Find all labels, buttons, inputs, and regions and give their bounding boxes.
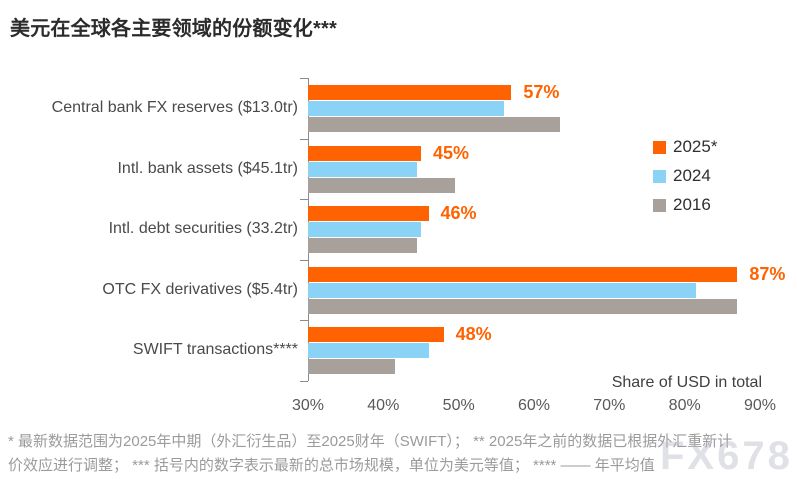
x-tick-label: 70% <box>593 397 626 414</box>
bar-2024 <box>308 101 504 116</box>
x-tick-label: 80% <box>668 397 701 414</box>
y-axis-tick <box>300 78 308 79</box>
bar-2024 <box>308 161 418 177</box>
bar-2025 <box>308 206 429 221</box>
legend-item-2025: 2025* <box>653 137 718 156</box>
legend-item-2016: 2016 <box>653 195 711 214</box>
x-tick-label: 30% <box>291 397 325 414</box>
bar-2025 <box>308 85 512 100</box>
category-label: SWIFT transactions**** <box>132 341 298 358</box>
value-label: 57% <box>523 82 560 102</box>
x-tick-label: 90% <box>743 397 777 414</box>
legend-swatch-icon <box>653 198 666 212</box>
y-axis-tick <box>300 138 308 140</box>
legend-label: 2024 <box>673 166 711 185</box>
bar-2016 <box>308 298 738 314</box>
legend-item-2024: 2024 <box>653 166 711 185</box>
value-label: 87% <box>749 263 786 284</box>
legend-swatch-icon <box>653 169 666 183</box>
bar-2025 <box>308 145 421 161</box>
bar-2024 <box>308 343 429 358</box>
bar-2016 <box>308 177 455 193</box>
category-label: Intl. bank assets ($45.1tr) <box>117 159 298 177</box>
legend-swatch-icon <box>653 140 666 154</box>
category-label: Intl. debt securities (33.2tr) <box>108 220 298 237</box>
x-axis-label: Share of USD in total <box>611 374 762 391</box>
y-axis-tick <box>300 259 308 261</box>
x-tick-label: 50% <box>442 397 475 414</box>
legend-label: 2025* <box>673 137 718 156</box>
legend-label: 2016 <box>673 195 711 214</box>
value-label: 48% <box>455 324 492 344</box>
bar-2016 <box>308 117 561 132</box>
y-axis-tick <box>300 380 308 382</box>
footnote-line-2: 价效应进行调整； *** 括号内的数字表示最新的总市场规模，单位为美元等值； *… <box>8 457 655 474</box>
y-axis-tick <box>300 320 308 321</box>
bar-2025 <box>308 327 444 342</box>
bar-2025 <box>308 266 738 282</box>
category-label: Central bank FX reserves ($13.0tr) <box>51 99 298 116</box>
x-tick-label: 60% <box>517 397 551 414</box>
bar-2016 <box>308 359 395 374</box>
bar-2024 <box>308 282 696 298</box>
value-label: 46% <box>440 203 477 223</box>
bar-2016 <box>308 238 418 253</box>
y-axis-tick <box>300 199 308 200</box>
footnote-line-1: * 最新数据范围为2025年中期（外汇衍生品）至2025财年（SWIFT）； *… <box>8 433 733 450</box>
chart-title: 美元在全球各主要领域的份额变化*** <box>10 18 337 40</box>
value-label: 45% <box>433 142 470 163</box>
bar-2024 <box>308 222 421 237</box>
category-label: OTC FX derivatives ($5.4tr) <box>102 280 298 298</box>
x-tick-label: 40% <box>367 397 400 414</box>
